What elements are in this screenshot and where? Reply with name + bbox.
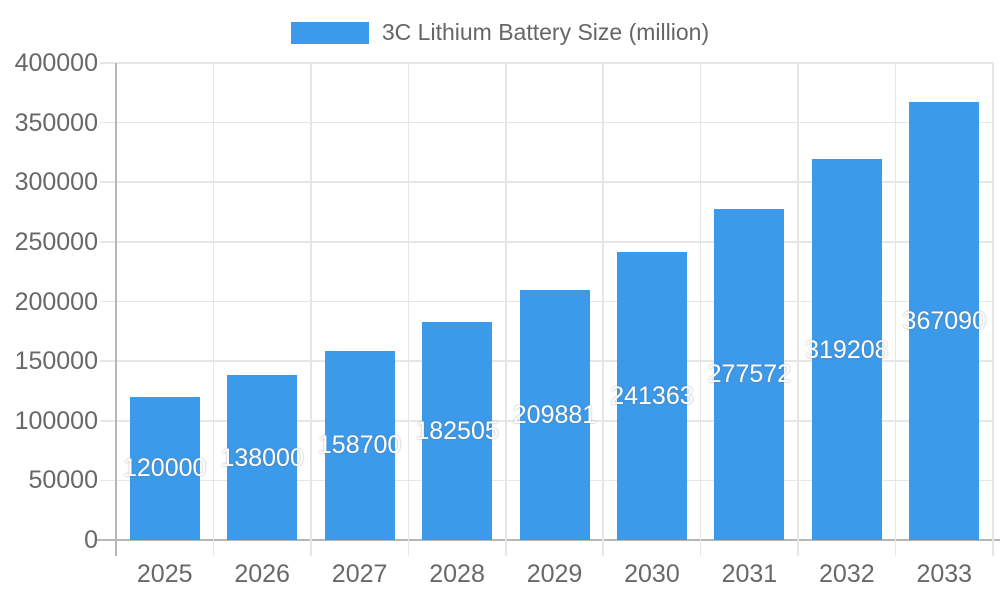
y-tick-mark (100, 181, 116, 184)
y-axis-label: 150000 (14, 347, 98, 376)
x-axis-label: 2030 (624, 560, 680, 588)
gridline-x (602, 63, 605, 540)
x-tick-mark (992, 540, 994, 556)
x-tick-mark (212, 540, 215, 556)
bar[interactable] (909, 102, 980, 540)
gridline-x (699, 63, 702, 540)
bar-value-label: 241363 (610, 382, 694, 411)
bar-value-label: 182505 (415, 417, 499, 446)
x-tick-mark (797, 540, 799, 556)
x-tick-mark (310, 540, 312, 556)
gridline-x (212, 63, 215, 540)
gridline-y (116, 241, 993, 243)
bar-value-label: 277572 (707, 360, 792, 389)
x-axis-label: 2028 (429, 560, 485, 588)
bar[interactable] (714, 208, 785, 540)
x-tick-mark (602, 540, 605, 556)
bar[interactable] (422, 322, 493, 540)
y-axis-label: 350000 (14, 108, 98, 137)
bar[interactable] (129, 396, 200, 540)
bar[interactable] (616, 252, 687, 540)
legend: 3C Lithium Battery Size (million) (0, 19, 1000, 46)
y-axis-label: 200000 (14, 287, 98, 316)
y-axis-label: 100000 (14, 406, 98, 435)
x-axis-label: 2032 (819, 560, 875, 588)
x-tick-mark (894, 540, 897, 556)
gridline-x (504, 63, 507, 540)
y-axis-label: 400000 (14, 49, 98, 77)
gridline-y (116, 121, 993, 124)
gridline-x (407, 63, 410, 540)
bar-value-label: 209881 (512, 400, 597, 429)
legend-item[interactable]: 3C Lithium Battery Size (million) (290, 19, 710, 46)
bar[interactable] (811, 159, 882, 540)
y-tick-mark (100, 300, 116, 303)
x-axis-label: 2029 (526, 560, 583, 588)
x-axis-label: 2027 (331, 560, 388, 588)
y-axis-line (115, 63, 117, 556)
y-axis-label: 0 (84, 526, 98, 554)
y-axis-label: 50000 (28, 466, 98, 495)
y-axis-label: 250000 (14, 227, 98, 256)
y-tick-mark (100, 419, 116, 422)
x-tick-mark (504, 540, 507, 556)
y-axis-label: 300000 (14, 168, 98, 197)
y-tick-mark (100, 121, 116, 124)
y-tick-mark (100, 241, 116, 243)
x-tick-mark (407, 540, 410, 556)
bar-value-label: 120000 (123, 454, 207, 483)
gridline-x (992, 63, 994, 540)
y-tick-mark (100, 62, 116, 64)
bar-value-label: 319208 (805, 335, 889, 364)
gridline-x (797, 63, 799, 540)
gridline-y (116, 62, 993, 64)
bar[interactable] (227, 375, 298, 540)
bar[interactable] (324, 350, 395, 540)
x-axis-label: 2031 (721, 560, 778, 588)
x-axis-label: 2026 (234, 560, 290, 588)
x-axis-line (95, 539, 1000, 541)
x-tick-mark (699, 540, 702, 556)
bar-value-label: 138000 (220, 443, 304, 472)
y-tick-mark (100, 479, 116, 482)
gridline-y (116, 181, 993, 184)
legend-label: 3C Lithium Battery Size (million) (381, 19, 710, 45)
x-axis-label: 2033 (916, 560, 973, 588)
y-tick-mark (100, 360, 116, 362)
x-axis-label: 2025 (136, 560, 193, 588)
gridline-x (310, 63, 312, 540)
bar-value-label: 158700 (317, 431, 402, 460)
bar[interactable] (519, 289, 590, 540)
legend-swatch-icon (290, 21, 369, 44)
gridline-x (894, 63, 897, 540)
bar-value-label: 367090 (902, 307, 986, 336)
